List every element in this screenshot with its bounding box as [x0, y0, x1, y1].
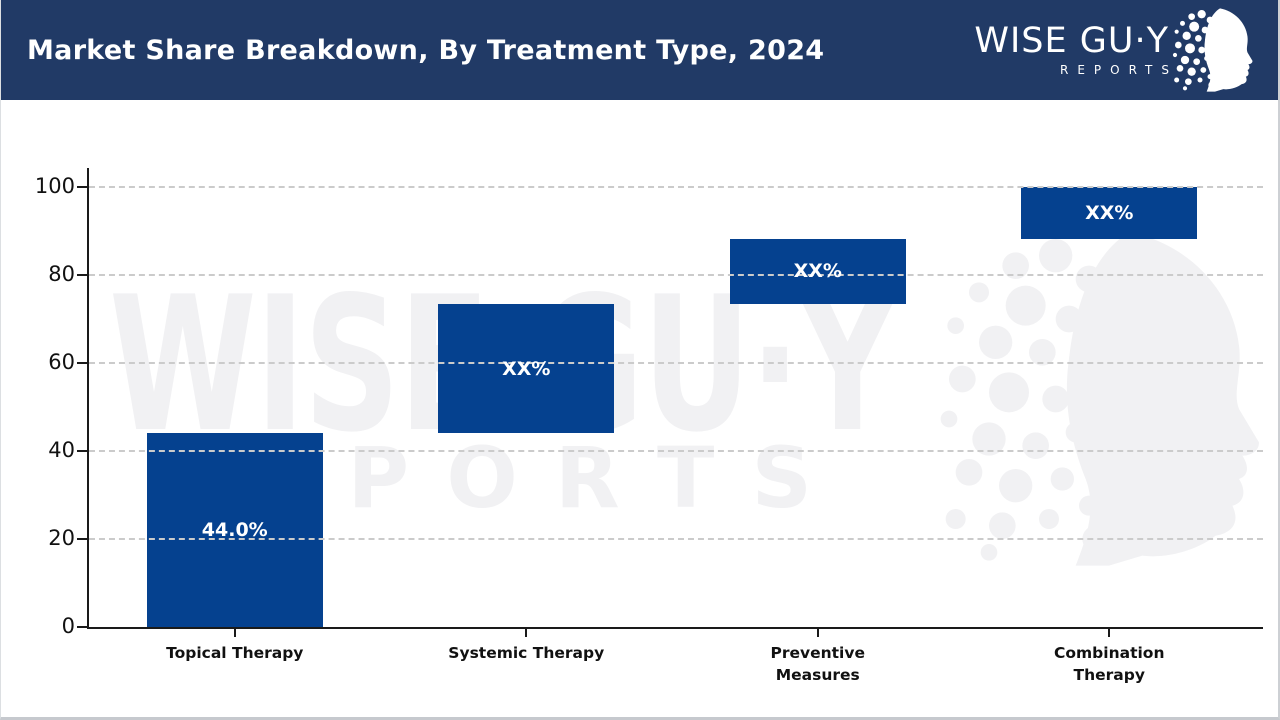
gridline-40 — [89, 450, 1263, 452]
x-tick-preventive-measures — [816, 629, 819, 637]
x-label-topical-therapy: Topical Therapy — [166, 644, 304, 662]
gridline-60 — [89, 362, 1263, 364]
x-tick-systemic-therapy — [525, 629, 528, 637]
y-tick-label-80: 80 — [48, 262, 75, 286]
y-tick-60 — [77, 362, 89, 364]
bar-label-topical-therapy: 44.0% — [201, 519, 268, 542]
bar-topical-therapy — [146, 433, 323, 627]
page-title: Market Share Breakdown, By Treatment Typ… — [27, 34, 825, 66]
logo-face-icon — [1172, 8, 1253, 92]
x-label-preventive-measures: Preventive Measures — [770, 644, 865, 684]
waterfall-chart: 0 20 40 60 80 100 44.0% Topical Therapy XX% Syste… — [1, 100, 1278, 717]
bar-preventive-measures — [729, 238, 906, 305]
y-tick-0 — [77, 626, 89, 628]
y-axis-line — [87, 168, 89, 629]
logo-name-text: WISE GU·Y — [974, 20, 1169, 61]
bar-label-preventive-measures: XX% — [793, 260, 842, 283]
y-tick-label-20: 20 — [48, 526, 75, 550]
gridline-80 — [89, 274, 1263, 276]
wise-guy-reports-logo: WISE GU·Y REPORTS — [974, 8, 1255, 92]
bar-label-combination-therapy: XX% — [1085, 201, 1134, 224]
x-label-systemic-therapy: Systemic Therapy — [448, 644, 605, 662]
y-tick-40 — [77, 450, 89, 452]
x-label-combination-therapy: Combination Therapy — [1054, 644, 1165, 684]
y-tick-label-60: 60 — [48, 350, 75, 374]
y-tick-label-40: 40 — [48, 438, 75, 462]
bar-label-systemic-therapy: XX% — [502, 357, 551, 380]
y-tick-20 — [77, 538, 89, 540]
y-tick-80 — [77, 274, 89, 276]
x-axis-line — [87, 627, 1263, 629]
bar-combination-therapy — [1021, 187, 1198, 239]
gridline-20 — [89, 538, 1263, 540]
header-bar: Market Share Breakdown, By Treatment Typ… — [1, 0, 1278, 100]
y-tick-100 — [77, 186, 89, 188]
y-tick-label-0: 0 — [61, 614, 75, 638]
bar-systemic-therapy — [438, 304, 615, 434]
x-tick-topical-therapy — [233, 629, 236, 637]
y-tick-label-100: 100 — [34, 174, 75, 198]
logo-sub-text: REPORTS — [1059, 62, 1178, 77]
x-tick-combination-therapy — [1108, 629, 1111, 637]
gridline-100 — [89, 186, 1263, 188]
